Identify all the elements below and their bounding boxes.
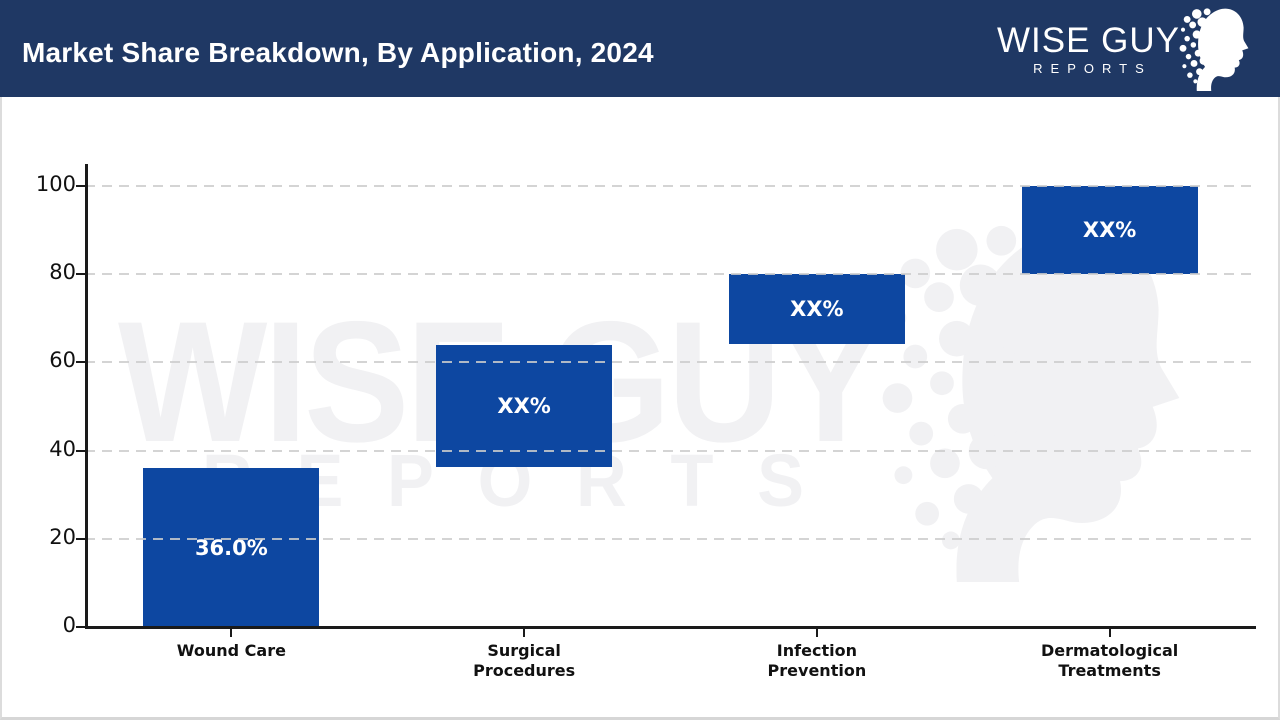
y-tick-20 bbox=[76, 537, 85, 540]
y-tick-label-60: 60 bbox=[49, 348, 76, 373]
x-tick-infection-prevention bbox=[815, 629, 818, 637]
y-tick-60 bbox=[76, 361, 85, 364]
x-tick-dermatological-treatments bbox=[1108, 629, 1111, 637]
bar-surgical-procedures: XX% bbox=[436, 344, 613, 467]
x-axis-label-wound-care: Wound Care bbox=[176, 641, 286, 660]
gridline-20 bbox=[85, 537, 1256, 540]
page-title: Market Share Breakdown, By Application, … bbox=[22, 36, 654, 68]
dotted-head-logo-icon bbox=[1176, 7, 1252, 91]
y-tick-label-40: 40 bbox=[49, 436, 76, 461]
bar-value-label: XX% bbox=[790, 297, 844, 322]
gridline-80 bbox=[85, 273, 1256, 276]
y-tick-label-0: 0 bbox=[62, 613, 76, 637]
bar-dermatological-treatments: XX% bbox=[1021, 186, 1198, 275]
bar-wound-care: 36.0% bbox=[143, 468, 320, 627]
bar-value-label: XX% bbox=[1082, 218, 1137, 243]
header-bar: Market Share Breakdown, By Application, … bbox=[0, 0, 1280, 97]
x-axis-label-dermatological-treatments: Dermatological Treatments bbox=[1040, 641, 1179, 680]
x-axis-spine bbox=[85, 626, 1256, 629]
y-tick-80 bbox=[76, 273, 85, 276]
bar-value-label: XX% bbox=[497, 393, 551, 418]
brand-wordmark: WISE GUY REPORTS bbox=[997, 23, 1180, 75]
x-tick-surgical-procedures bbox=[523, 629, 526, 637]
x-axis-label-infection-prevention: Infection Prevention bbox=[767, 641, 867, 680]
brand-tagline-text: REPORTS bbox=[1033, 60, 1152, 76]
y-tick-label-80: 80 bbox=[49, 260, 76, 285]
bar-infection-prevention: XX% bbox=[728, 274, 905, 344]
y-tick-label-100: 100 bbox=[35, 172, 76, 196]
gridline-60 bbox=[85, 361, 1256, 364]
brand-logo: WISE GUY REPORTS bbox=[997, 7, 1258, 91]
brand-name-text: WISE GUY bbox=[996, 20, 1180, 60]
gridline-40 bbox=[85, 449, 1256, 452]
x-tick-wound-care bbox=[230, 629, 233, 637]
y-tick-40 bbox=[76, 449, 85, 452]
gridline-100 bbox=[85, 185, 1256, 187]
y-tick-100 bbox=[76, 185, 85, 187]
x-axis-label-surgical-procedures: Surgical Procedures bbox=[473, 641, 576, 680]
y-axis-spine bbox=[85, 164, 88, 629]
y-tick-label-20: 20 bbox=[49, 524, 76, 549]
y-tick-0 bbox=[76, 626, 85, 628]
